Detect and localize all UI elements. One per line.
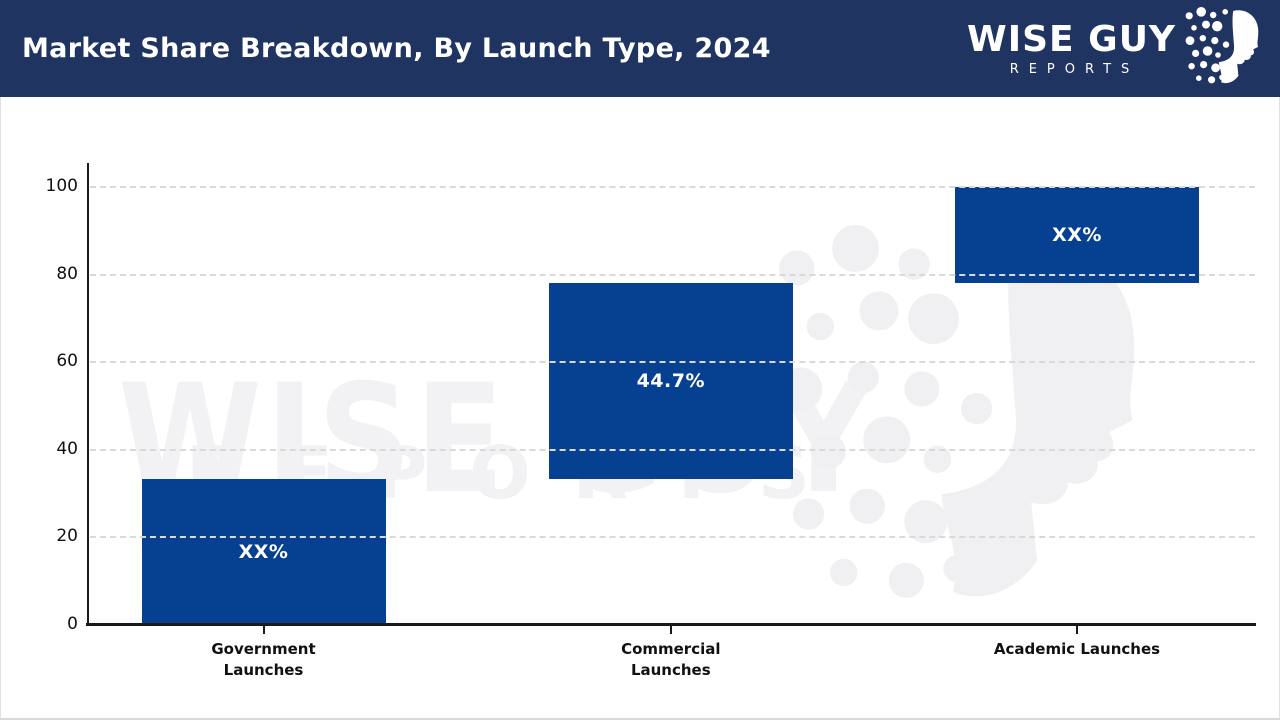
gridline-y-80 [90,273,1255,276]
logo-text: WISE GUY REPORTS [966,18,1176,77]
gridline-y-100 [90,186,1255,188]
logo-reports-text: REPORTS [1009,61,1140,77]
bar-value-label: 44.7% [636,369,705,392]
logo-wiseguy-text: WISE GUY [966,18,1176,60]
header-band: Market Share Breakdown, By Launch Type, … [0,0,1280,97]
gridline-y-20 [90,536,1255,539]
bar-value-label: XX% [1052,223,1102,246]
x-tick-mark [669,626,672,634]
x-axis-line [86,623,1256,626]
bar-government-launches: XX% [141,478,386,625]
dotted-face-logo-icon [1185,6,1259,83]
y-tick-label-20: 20 [56,526,78,547]
chart-title: Market Share Breakdown, By Launch Type, … [22,33,771,64]
y-tick-label-100: 100 [45,176,78,196]
x-tick-mark [1076,626,1078,634]
bar-value-label: XX% [238,540,289,563]
gridline-y-40 [90,448,1255,451]
gridline-y-60 [90,361,1255,364]
bar-commercial-launches: 44.7% [548,282,793,479]
y-tick-label-80: 80 [56,263,78,284]
y-tick-label-0: 0 [67,614,78,634]
y-tick-label-60: 60 [56,351,78,372]
watermark-dotted-face [779,225,1135,598]
y-tick-label-40: 40 [56,438,78,459]
chart-plot-area: WISE GUY REPORTS 0 20 40 60 80 100 XX% 44.7% XX%… [0,97,1280,718]
x-tick-label-government-launches: Government Launches [211,640,316,679]
x-tick-label-academic-launches: Academic Launches [993,640,1161,658]
x-tick-label-commercial-launches: Commercial Launches [621,640,721,679]
x-tick-mark [262,626,265,634]
y-axis-line [87,163,89,625]
wise-guy-reports-logo: WISE GUY REPORTS [966,6,1280,91]
bar-academic-launches: XX% [955,187,1199,283]
